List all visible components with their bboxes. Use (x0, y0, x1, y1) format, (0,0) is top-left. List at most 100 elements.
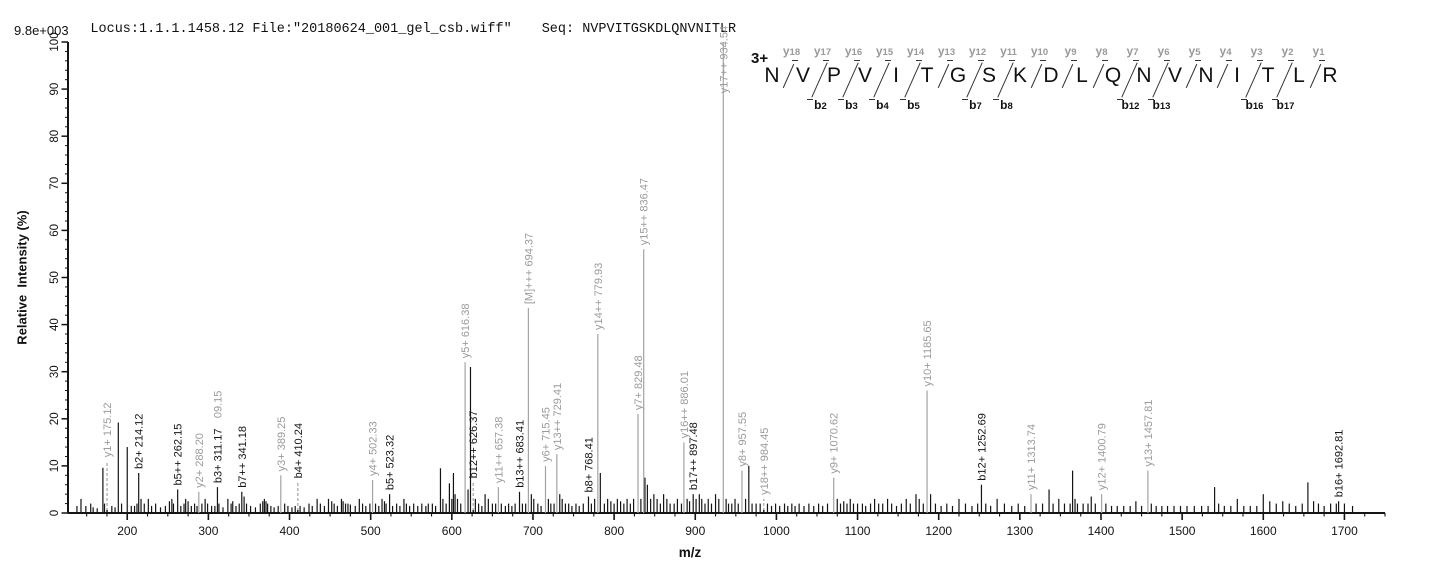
b-ion-label: b3 (845, 98, 858, 112)
peak-label: y9+ 1070.62 (829, 413, 841, 474)
peak-label: y14++ 779.93 (593, 263, 605, 330)
peak-label: y16++ 886.01 (679, 371, 691, 438)
residue: T (920, 64, 934, 87)
cleavage-mark-cap (1070, 60, 1077, 62)
y-ion-label: y1 (1312, 44, 1325, 58)
peak-label: y1+ 175.12 (102, 402, 114, 457)
x-tick-label: 200 (117, 524, 137, 538)
cleavage-mark-cap (899, 99, 906, 101)
cleavage-mark-cap (791, 60, 798, 62)
residue: N (764, 64, 780, 87)
b-ion-label: b8 (1000, 98, 1013, 112)
y-ion-label: y15 (875, 44, 894, 58)
y-tick-label: 50 (49, 271, 61, 284)
peak-label: y18++ 984.45 (759, 428, 771, 495)
cleavage-mark (1151, 62, 1169, 98)
b-ion-label: b16 (1245, 98, 1264, 112)
residue: G (949, 64, 967, 87)
y-tick-label: 30 (49, 365, 61, 378)
peak-label: y8+ 957.55 (737, 412, 749, 467)
cleavage-mark-cap (1132, 60, 1139, 62)
peak-label: b12+ 1252.69 (976, 413, 988, 481)
peak-label: y6+ 715.45 (541, 407, 553, 462)
cleavage-mark-cap (806, 99, 813, 101)
cleavage-mark-cap (992, 99, 999, 101)
cleavage-mark-cap (1256, 60, 1263, 62)
peak-label: b8+ 768.41 (583, 437, 595, 492)
y-ion-label: y12 (968, 44, 987, 58)
cleavage-mark-cap (961, 99, 968, 101)
b-ion-label: b13 (1152, 98, 1171, 112)
cleavage-mark (1244, 62, 1262, 98)
cleavage-mark (965, 62, 983, 98)
cleavage-mark (996, 62, 1014, 98)
y-ion-label: y17 (813, 44, 832, 58)
peak-label: b13++ 683.41 (515, 420, 527, 488)
x-tick-label: 600 (442, 524, 462, 538)
cleavage-mark (1185, 63, 1197, 89)
cleavage-mark-cap (915, 60, 922, 62)
residue: D (1043, 64, 1059, 87)
residue: L (1076, 64, 1088, 87)
cleavage-mark (903, 62, 921, 98)
y-tick-label: 100 (49, 32, 61, 51)
y-tick-label: 90 (49, 83, 61, 96)
x-tick-label: 400 (280, 524, 300, 538)
cleavage-mark-cap (1039, 60, 1046, 62)
y-ion-label: y7 (1126, 44, 1139, 58)
residue: I (1234, 64, 1240, 87)
residue: V (1167, 64, 1183, 87)
residue: P (826, 64, 842, 87)
cleavage-mark (1092, 63, 1104, 89)
peak-label: y3+ 389.25 (276, 417, 288, 472)
peak-label: y12+ 1400.79 (1097, 423, 1109, 490)
y-ion-label: y11 (1000, 44, 1017, 58)
x-tick-label: 1100 (845, 524, 871, 538)
y-ion-label: y6 (1157, 44, 1170, 58)
y-ion-label: y10 (1030, 44, 1049, 58)
x-axis-title: m/z (678, 545, 702, 560)
peak-label: b5++ 262.15 (173, 424, 185, 486)
residue: V (857, 64, 873, 87)
residue: N (1136, 64, 1152, 87)
cleavage-mark-cap (1287, 60, 1294, 62)
x-tick-label: 800 (604, 524, 624, 538)
residue: V (795, 64, 811, 87)
cleavage-mark (1216, 63, 1228, 89)
residue: I (893, 64, 899, 87)
b-ion-label: b7 (969, 98, 982, 112)
peak-label: b16+ 1692.81 (1334, 430, 1346, 498)
cleavage-mark (1061, 63, 1073, 89)
file-header: Locus:1.1.1.1458.12 File:"20180624_001_g… (58, 7, 736, 52)
y-ion-label: y2 (1281, 44, 1294, 58)
precursor-charge: 3+ (751, 50, 769, 67)
cleavage-mark-cap (1163, 60, 1170, 62)
y-tick-label: 0 (49, 510, 61, 516)
peak-label: y10+ 1185.65 (922, 320, 934, 386)
cleavage-mark-cap (853, 60, 860, 62)
y-ion-label: y8 (1095, 44, 1108, 58)
cleavage-mark-cap (1101, 60, 1108, 62)
y-ion-label: y13 (937, 44, 956, 58)
cleavage-mark-cap (1225, 60, 1232, 62)
cleavage-mark (810, 62, 828, 98)
cleavage-mark-cap (1147, 99, 1154, 101)
y-ion-label: y5 (1188, 44, 1201, 58)
peak-label: y17++ 934.54 (718, 26, 730, 93)
y-tick-label: 70 (49, 177, 61, 190)
peak-label: b12++ 626.37 (468, 410, 480, 478)
peak-label: b17++ 897.48 (688, 422, 700, 490)
cleavage-mark-cap (1240, 99, 1247, 101)
peak-label-overlap: 09.15 (212, 391, 224, 419)
peak-label: y5+ 616.38 (460, 304, 472, 359)
y-ion-label: y9 (1064, 44, 1077, 58)
cleavage-mark-cap (868, 99, 875, 101)
cleavage-mark-cap (1194, 60, 1201, 62)
peak-label: y13+ 1457.81 (1143, 400, 1155, 467)
peak-label: b7++ 341.18 (237, 426, 249, 488)
peak-label: y13++ 729.41 (552, 383, 564, 450)
x-tick-label: 1500 (1169, 524, 1196, 538)
